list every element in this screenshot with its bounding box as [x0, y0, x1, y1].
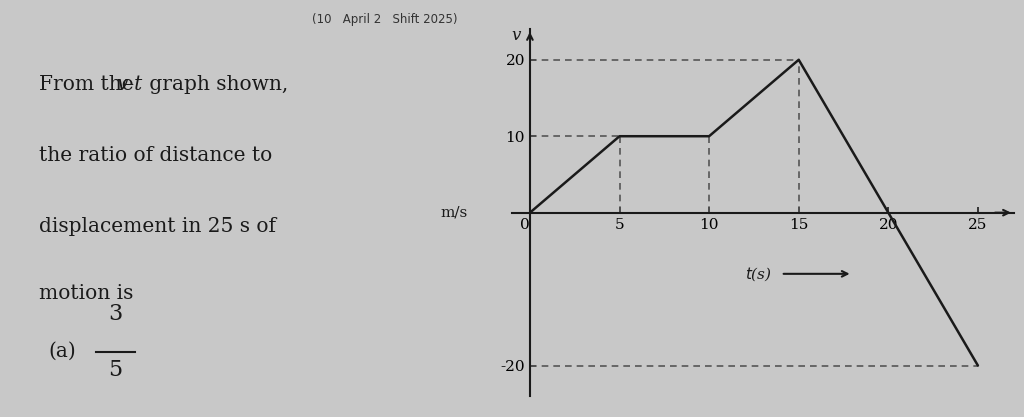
- Text: From the: From the: [39, 75, 139, 94]
- Text: 3: 3: [109, 303, 123, 325]
- Text: v: v: [511, 28, 520, 45]
- Text: the ratio of distance to: the ratio of distance to: [39, 146, 271, 165]
- Text: 5: 5: [109, 359, 123, 381]
- Text: graph shown,: graph shown,: [143, 75, 288, 94]
- Text: m/s: m/s: [440, 206, 467, 220]
- Text: $t$(s): $t$(s): [744, 265, 772, 283]
- Text: motion is: motion is: [39, 284, 133, 303]
- Text: (a): (a): [48, 342, 76, 361]
- Text: displacement in 25 s of: displacement in 25 s of: [39, 217, 275, 236]
- Text: (10   April 2   Shift 2025): (10 April 2 Shift 2025): [311, 13, 457, 25]
- Text: v-t: v-t: [117, 75, 142, 94]
